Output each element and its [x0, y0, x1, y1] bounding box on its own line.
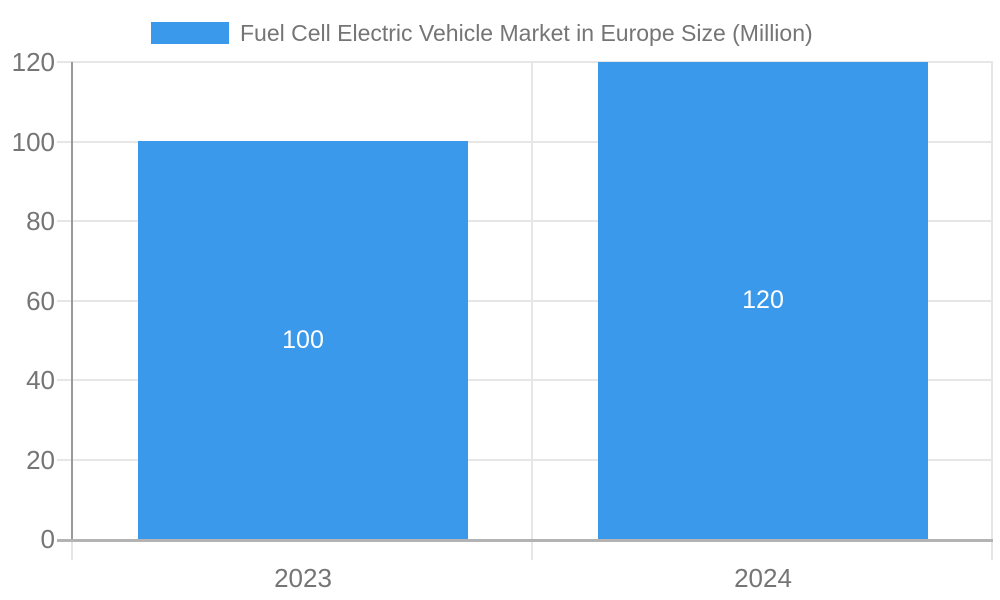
y-tick-label: 20	[26, 444, 55, 475]
gridline	[57, 220, 993, 222]
x-tick-label: 2024	[734, 563, 792, 593]
gridline	[57, 299, 993, 302]
gridline	[991, 62, 993, 560]
bar-2024[interactable]: 120	[598, 62, 928, 539]
gridline	[531, 62, 533, 560]
bar-value-label: 100	[282, 325, 324, 354]
plot-area: 0 20 40 60 80 100 120 100 2023 120 2024	[12, 47, 993, 593]
bar-2023[interactable]: 100	[138, 141, 468, 539]
chart-title: Fuel Cell Electric Vehicle Market in Eur…	[240, 20, 813, 46]
y-tick-label: 40	[26, 365, 55, 395]
y-tick-label: 100	[11, 126, 55, 157]
x-axis-line	[57, 539, 993, 542]
x-axis-tick	[71, 539, 73, 560]
y-tick-label: 120	[11, 47, 55, 77]
bar-value-label: 120	[742, 286, 784, 314]
y-tick-label: 80	[26, 206, 55, 236]
x-tick-label: 2023	[274, 563, 332, 593]
gridline	[57, 61, 993, 63]
legend-swatch-icon	[151, 22, 229, 44]
y-axis-line	[71, 62, 73, 539]
gridline	[57, 379, 993, 381]
gridline	[57, 458, 993, 461]
y-tick-label: 60	[26, 285, 55, 316]
y-tick-label: 0	[40, 524, 55, 554]
legend-item[interactable]: Fuel Cell Electric Vehicle Market in Eur…	[151, 19, 813, 47]
gridline	[57, 140, 993, 143]
